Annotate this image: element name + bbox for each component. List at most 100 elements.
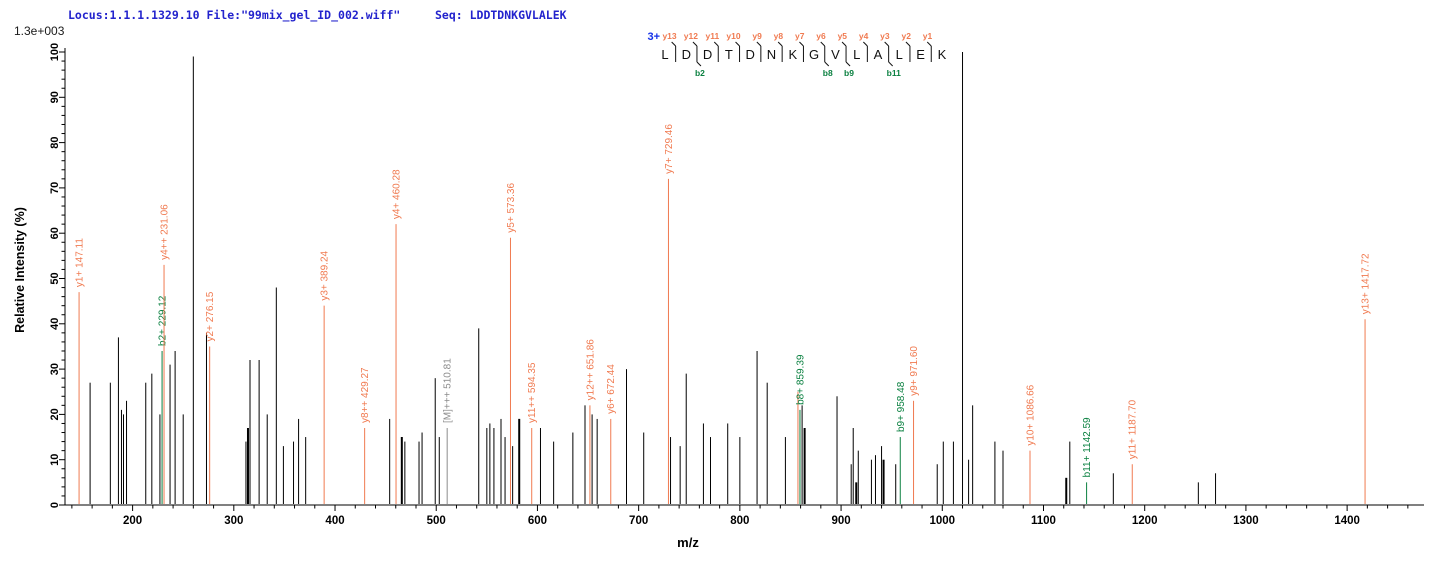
axes-group — [59, 48, 1424, 511]
fragment-boundary-btick — [845, 61, 851, 67]
y-ion-label: y10 — [726, 31, 740, 41]
x-tick-label: 800 — [730, 515, 749, 527]
residue-letter: L — [853, 47, 860, 62]
fragment-boundary-ytick — [799, 41, 804, 47]
y-tick-label: 70 — [49, 182, 61, 194]
peak-label: y10+ 1086.66 — [1025, 384, 1036, 445]
peak-label: y5+ 573.36 — [506, 183, 517, 233]
residue-letter: D — [682, 47, 691, 62]
locus-file-label: Locus:1.1.1.1329.10 File:"99mix_gel_ID_0… — [68, 8, 401, 22]
b-ion-label: b9 — [844, 68, 854, 78]
residue-letter: V — [831, 47, 840, 62]
peak-label: y2+ 276.15 — [205, 291, 216, 341]
x-tick-label: 1200 — [1132, 515, 1158, 527]
y-ion-label: y11 — [706, 31, 720, 41]
y-ion-label: y4 — [859, 31, 869, 41]
residue-letter: N — [767, 47, 776, 62]
x-tick-label: 1000 — [929, 515, 955, 527]
fragment-boundary-btick — [824, 61, 830, 67]
peak-label: y7+ 729.46 — [664, 124, 675, 174]
peak-label: y4++ 231.06 — [160, 204, 171, 260]
b-ion-label: b2 — [695, 68, 705, 78]
y-tick-label: 60 — [49, 227, 61, 239]
residue-letter: L — [661, 47, 668, 62]
residue-letter: D — [746, 47, 755, 62]
intensity-scale-label: 1.3e+003 — [14, 24, 65, 38]
residue-letter: A — [874, 47, 883, 62]
x-axis-title: m/z — [677, 535, 699, 550]
fragment-boundary-ytick — [713, 41, 719, 47]
x-tick-label: 700 — [629, 515, 648, 527]
peak-label: y9+ 971.60 — [909, 346, 920, 396]
fragment-boundary-ytick — [862, 41, 868, 47]
fragment-boundary-btick — [888, 61, 894, 67]
x-tick-label: 1100 — [1031, 515, 1056, 527]
x-tick-label: 900 — [831, 515, 850, 527]
y-tick-label: 80 — [49, 136, 61, 148]
x-tick-label: 300 — [224, 515, 243, 527]
peak-label: b2+ 229.12 — [158, 295, 169, 346]
fragment-boundary-ytick — [735, 41, 740, 47]
y-tick-label: 50 — [49, 272, 61, 284]
residue-letter: G — [809, 47, 819, 62]
y-ion-label: y6 — [816, 31, 826, 41]
peak-label: y13+ 1417.72 — [1361, 253, 1372, 314]
y-ion-label: y13 — [662, 31, 676, 41]
x-tick-label: 1400 — [1334, 515, 1360, 527]
y-tick-label: 10 — [49, 454, 61, 466]
y-tick-label: 30 — [49, 363, 61, 375]
y-ion-label: y8 — [774, 31, 784, 41]
peak-label: y1+ 147.11 — [75, 238, 86, 287]
fragment-boundary-ytick — [820, 41, 826, 47]
residue-letter: T — [725, 47, 733, 62]
residue-letter: L — [896, 47, 903, 62]
peak-label: y4+ 460.28 — [392, 169, 403, 219]
x-tick-label: 400 — [325, 515, 344, 527]
b-ion-label: b8 — [823, 68, 833, 78]
sequence-label: Seq: LDDTDNKGVLALEK — [435, 8, 567, 22]
residue-letter: E — [916, 47, 925, 62]
peak-label: y6+ 672.44 — [606, 364, 617, 414]
y-ion-label: y3 — [880, 31, 890, 41]
y-ion-label: y5 — [838, 31, 848, 41]
peak-label: y12++ 651.86 — [585, 339, 596, 401]
fragment-boundary-ytick — [777, 41, 783, 47]
b-ion-label: b11 — [887, 68, 901, 78]
peak-label: b9+ 958.48 — [896, 381, 907, 432]
y-tick-label: 0 — [49, 502, 61, 508]
peak-label: y8++ 429.27 — [360, 367, 371, 423]
y-ion-label: y1 — [923, 31, 933, 41]
y-ion-label: y9 — [752, 31, 762, 41]
fragment-boundary-ytick — [692, 41, 698, 47]
fragment-boundary-btick — [696, 61, 702, 67]
y-tick-label: 40 — [49, 318, 61, 330]
y-ion-label: y7 — [795, 31, 805, 41]
fragment-boundary-ytick — [905, 41, 911, 47]
y-axis-title: Relative Intensity (%) — [13, 207, 27, 333]
x-tick-label: 500 — [427, 515, 446, 527]
fragment-boundary-ytick — [884, 41, 890, 47]
residue-letter: K — [938, 47, 947, 62]
peak-label: b8+ 859.39 — [795, 354, 806, 405]
x-tick-label: 600 — [528, 515, 547, 527]
x-tick-label: 200 — [123, 515, 142, 527]
peak-label: y3+ 389.24 — [320, 250, 331, 300]
peak-label: [M]+++ 510.81 — [443, 358, 454, 423]
y-ion-label: y12 — [684, 31, 698, 41]
peak-label: b11+ 1142.59 — [1082, 417, 1093, 477]
y-tick-label: 20 — [49, 408, 61, 420]
residue-letter: K — [788, 47, 797, 62]
fragment-boundary-ytick — [841, 41, 847, 47]
peaks-group: y1+ 147.11 b2+ 229.12 y4++ 231.06 y2+ 276.1… — [75, 52, 1372, 504]
fragment-boundary-ytick — [756, 41, 762, 47]
y-ion-label: y2 — [901, 31, 911, 41]
fragment-boundary-ytick — [926, 41, 932, 47]
x-tick-label: 1300 — [1233, 515, 1259, 527]
charge-state-label: 3+ — [647, 31, 660, 43]
residue-letter: D — [703, 47, 712, 62]
header-bar: Locus:1.1.1.1329.10 File:"99mix_gel_ID_0… — [0, 8, 1436, 24]
y-tick-label: 90 — [49, 91, 61, 103]
